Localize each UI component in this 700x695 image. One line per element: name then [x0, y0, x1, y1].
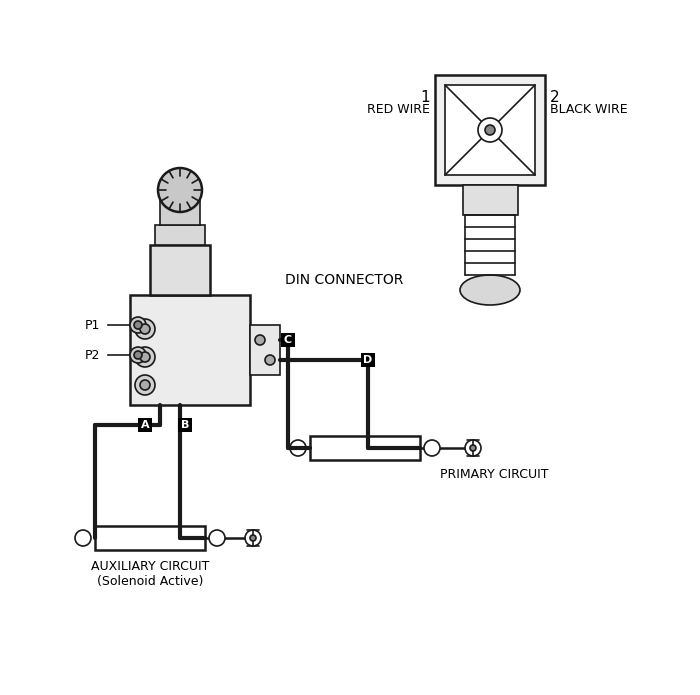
Bar [281, 333, 295, 347]
Circle shape [265, 355, 275, 365]
Ellipse shape [460, 275, 520, 305]
Bar [155, 225, 205, 245]
Circle shape [255, 335, 265, 345]
Bar [361, 353, 375, 367]
Circle shape [478, 118, 502, 142]
Text: P1: P1 [85, 318, 100, 332]
Bar [130, 295, 250, 405]
Bar [445, 85, 535, 175]
Circle shape [245, 530, 261, 546]
Circle shape [158, 168, 202, 212]
Text: RED WIRE: RED WIRE [367, 103, 430, 116]
Text: 1: 1 [421, 90, 430, 105]
Bar [435, 75, 545, 185]
Text: DIN CONNECTOR: DIN CONNECTOR [285, 273, 403, 287]
Text: A: A [141, 420, 149, 430]
Text: CYLINDER 01: CYLINDER 01 [331, 443, 399, 453]
Circle shape [209, 530, 225, 546]
Circle shape [250, 535, 256, 541]
Circle shape [424, 440, 440, 456]
Circle shape [290, 440, 306, 456]
Bar [95, 526, 205, 550]
Circle shape [130, 317, 146, 333]
Bar [463, 185, 518, 215]
Text: P2: P2 [85, 348, 100, 361]
Bar [138, 418, 152, 432]
Circle shape [134, 321, 142, 329]
Text: AUXILIARY CIRCUIT
(Solenoid Active): AUXILIARY CIRCUIT (Solenoid Active) [91, 560, 209, 588]
Circle shape [135, 319, 155, 339]
Text: BLACK WIRE: BLACK WIRE [550, 103, 628, 116]
Circle shape [134, 351, 142, 359]
Bar [150, 245, 210, 295]
Circle shape [130, 347, 146, 363]
Circle shape [135, 375, 155, 395]
Circle shape [465, 440, 481, 456]
Text: B: B [181, 420, 189, 430]
Text: C: C [284, 335, 292, 345]
Bar [310, 436, 420, 460]
Text: PRIMARY CIRCUIT: PRIMARY CIRCUIT [440, 468, 549, 481]
Bar [160, 190, 200, 225]
Circle shape [140, 380, 150, 390]
Circle shape [135, 347, 155, 367]
Text: D: D [363, 355, 372, 365]
Circle shape [75, 530, 91, 546]
Circle shape [140, 324, 150, 334]
Bar [178, 418, 192, 432]
Text: 2: 2 [550, 90, 559, 105]
Circle shape [140, 352, 150, 362]
Text: CYLINDER 02: CYLINDER 02 [116, 533, 184, 543]
Circle shape [470, 445, 476, 451]
Circle shape [485, 125, 495, 135]
Bar [250, 325, 280, 375]
